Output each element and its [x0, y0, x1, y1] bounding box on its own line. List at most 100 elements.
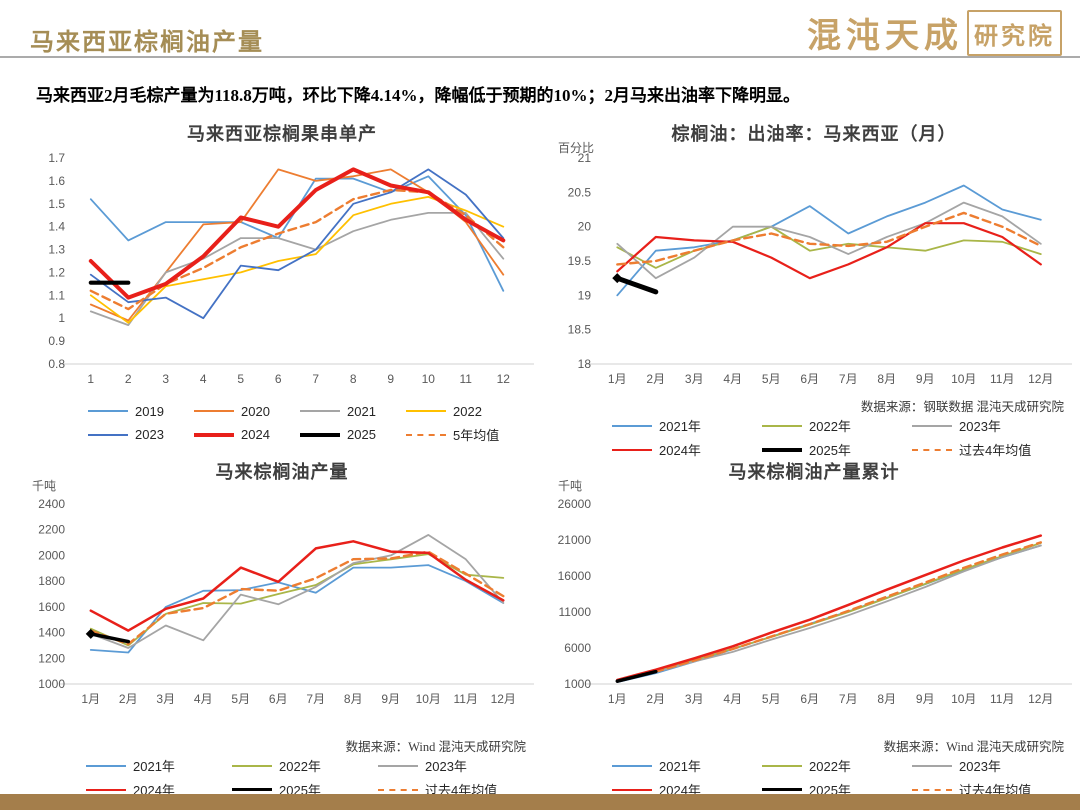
y-tick-label: 1.5	[48, 197, 65, 211]
series-line-2021年	[89, 564, 505, 654]
plot-area: 21 20.5 20 19.5 19 18.5 18 1月 2月 3月 4月 5月 6月 7月 8月 9月 10…	[568, 151, 1072, 386]
y-tick-label: 19	[578, 288, 592, 302]
x-tick-label: 2	[125, 372, 132, 386]
legend-item: 5年均值	[406, 425, 512, 444]
legend-item: 2021	[300, 402, 406, 420]
legend-swatch	[300, 410, 340, 412]
chart-oil-extraction-rate: 棕榈油：出油率：马来西亚（月） 百分比 21 20.5 20 19.5 19 18.5 18…	[552, 114, 1076, 458]
x-tick-label: 6月	[800, 372, 819, 386]
y-tick-label: 21	[578, 151, 592, 165]
chart-ffb-yield: 马来西亚棕榈果串单产 1.7 1.6 1.5 1.4 1.3 1.2 1.1 1 0.9 0.8 1…	[26, 114, 538, 450]
y-tick-label: 1800	[38, 574, 65, 588]
legend-swatch	[88, 433, 128, 436]
legend-item: 2021年	[86, 756, 232, 775]
series-line-2023年	[89, 534, 505, 649]
x-tick-label: 8月	[877, 692, 896, 706]
y-tick-label: 1000	[564, 677, 591, 691]
series-line-2025年	[614, 275, 659, 295]
legend-swatch	[232, 788, 272, 791]
legend-label: 2022年	[279, 759, 321, 774]
page-title: 马来西亚棕榈油产量	[30, 30, 264, 56]
y-tick-label: 26000	[558, 497, 592, 511]
data-source: 数据来源：Wind 混沌天成研究院	[345, 740, 526, 754]
x-tick-label: 1月	[608, 372, 627, 386]
y-tick-label: 1.6	[48, 174, 65, 188]
legend-label: 2020	[241, 403, 270, 419]
series-line-2022年	[616, 225, 1042, 269]
legend-label: 2025	[347, 427, 376, 442]
legend-swatch	[912, 448, 952, 451]
legend-label: 2023	[135, 427, 164, 442]
legend-swatch	[86, 788, 126, 791]
legend-label: 2023年	[959, 419, 1001, 434]
y-tick-label: 1.3	[48, 243, 65, 257]
x-tick-label: 4月	[723, 692, 742, 706]
legend-item: 2019	[88, 402, 194, 420]
y-tick-label: 1.1	[48, 288, 65, 302]
legend-swatch	[406, 433, 446, 436]
x-tick-label: 6月	[269, 692, 288, 706]
legend-label: 2022	[453, 403, 482, 419]
x-tick-label: 9月	[916, 372, 935, 386]
legend-item: 2023年	[912, 756, 1062, 775]
series-line-2022年	[89, 553, 505, 647]
header: 马来西亚棕榈油产量 混沌天成 研究院	[0, 0, 1080, 58]
series-marker	[612, 273, 623, 284]
legend-label: 2021年	[133, 759, 175, 774]
legend-swatch	[762, 424, 802, 427]
series-line-过去4年均值	[616, 211, 1042, 266]
footer-bar	[0, 794, 1080, 810]
y-tick-label: 2400	[38, 497, 65, 511]
chart-title: 棕榈油：出油率：马来西亚（月）	[671, 124, 957, 144]
x-tick-label: 6月	[800, 692, 819, 706]
legend-swatch	[88, 410, 128, 412]
x-tick-label: 8月	[344, 692, 363, 706]
legend-label: 2022年	[809, 419, 851, 434]
x-tick-label: 7月	[839, 372, 858, 386]
x-tick-label: 3月	[685, 372, 704, 386]
y-tick-label: 11000	[559, 605, 592, 619]
x-tick-label: 8	[350, 372, 357, 386]
legend: 2019 2020 2021 2022 2023 2024 2025 5年均值	[26, 402, 538, 444]
x-tick-label: 10月	[416, 692, 441, 706]
series-line-2024	[88, 167, 506, 300]
legend-item: 2023	[88, 425, 194, 444]
y-tick-label: 1.7	[48, 151, 65, 165]
legend-label: 2023年	[425, 759, 467, 774]
y-tick-label: 21000	[558, 533, 592, 547]
x-tick-label: 10月	[951, 372, 976, 386]
x-tick-label: 7	[312, 372, 319, 386]
y-tick-label: 1600	[38, 600, 65, 614]
y-tick-label: 20	[578, 220, 592, 234]
x-tick-label: 12月	[1028, 372, 1053, 386]
legend-swatch	[86, 764, 126, 767]
data-source: 数据来源：Wind 混沌天成研究院	[883, 740, 1064, 754]
x-tick-label: 4月	[194, 692, 213, 706]
y-axis-unit: 千吨	[32, 479, 57, 493]
legend-swatch	[912, 424, 952, 427]
legend-item: 2023年	[912, 416, 1062, 435]
legend-swatch	[300, 432, 340, 437]
series-line-过去4年均值	[89, 550, 505, 646]
x-tick-label: 6	[275, 372, 282, 386]
y-tick-label: 19.5	[568, 254, 592, 268]
series-line-2019	[89, 175, 505, 292]
legend-item: 2025	[300, 425, 406, 444]
legend-label: 2022年	[809, 759, 851, 774]
legend-swatch	[912, 764, 952, 767]
legend: 2021年 2022年 2023年 2024年 2025年 过去4年均值	[552, 416, 1076, 459]
x-tick-label: 12月	[1028, 692, 1053, 706]
series-line-2021	[89, 212, 505, 327]
x-tick-label: 7月	[839, 692, 858, 706]
legend-label: 2019	[135, 403, 164, 419]
x-tick-label: 3月	[156, 692, 175, 706]
y-tick-label: 2200	[38, 523, 65, 537]
legend-label: 2023年	[959, 759, 1001, 774]
legend-label: 2021年	[659, 759, 701, 774]
series-line-2021年	[616, 184, 1042, 297]
summary-text: 马来西亚2月毛棕产量为118.8万吨，环比下降4.14%，降幅低于预期的10%；…	[36, 86, 801, 105]
y-tick-label: 16000	[558, 569, 592, 583]
legend: 2021年 2022年 2023年 2024年 2025年 过去4年均值	[26, 756, 538, 799]
legend-swatch	[232, 764, 272, 767]
plot-area: 1.71.61.51.41.31.21.110.90.81 2 3 4 5 6 7 8 9 10 1…	[48, 151, 534, 386]
